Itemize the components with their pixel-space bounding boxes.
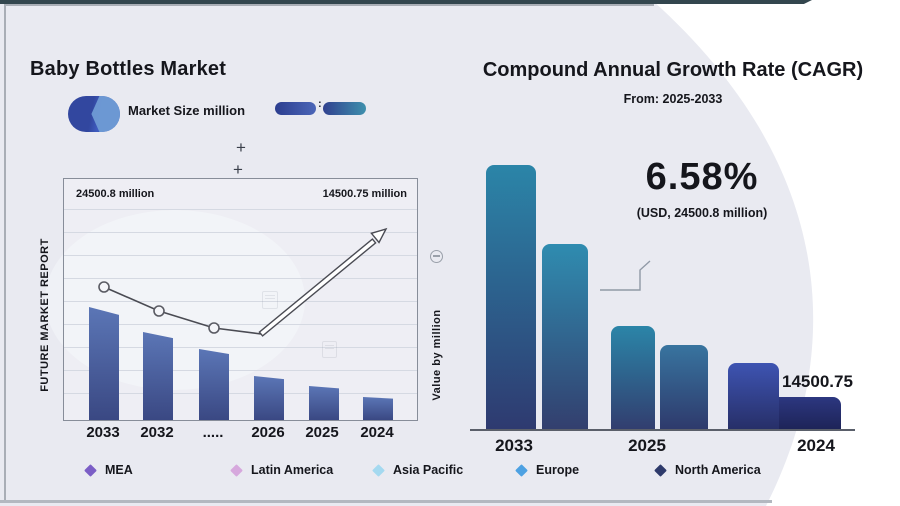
bar [309, 386, 339, 420]
frame-left-line [4, 4, 6, 500]
annotation-top-right: 14500.75 million [322, 188, 407, 200]
frame-top-line [4, 4, 654, 6]
x-axis-label: ..... [202, 424, 224, 441]
ratio-colon: : [318, 98, 322, 110]
bar [254, 376, 284, 420]
legend-diamond-icon [372, 464, 385, 477]
right-chart-subtitle: From: 2025-2033 [623, 92, 723, 106]
top-accent-strip [0, 0, 812, 4]
white-diagonal-panel [652, 0, 900, 506]
x-axis-label: 2025 [628, 436, 666, 455]
x-axis-label: 2033 [86, 424, 120, 441]
legend-label: Latin America [251, 463, 334, 477]
bar [89, 307, 119, 420]
region-legend: MEA Latin America Asia Pacific Europe North … [0, 461, 900, 487]
x-axis-label: 2025 [305, 424, 339, 441]
frame-bottom-line [0, 500, 772, 503]
bar [486, 165, 536, 429]
arrow-head [370, 227, 388, 244]
line-marker [98, 281, 110, 293]
bar [660, 345, 708, 429]
x-axis-label: 2033 [495, 436, 533, 455]
legend-diamond-icon [84, 464, 97, 477]
value-axis-title: Value by million [431, 309, 443, 401]
cagr-chart: 14500.75 2033 2025 2024 [460, 140, 860, 455]
bar [611, 326, 655, 429]
ratio-pill-left-icon [275, 102, 316, 115]
legend-label: MEA [105, 463, 133, 477]
market-size-chart-panel: 24500.8 million 14500.75 million [63, 178, 418, 421]
bar [728, 363, 779, 429]
legend-label: Europe [536, 463, 580, 477]
arrow-shaft [258, 238, 377, 337]
plus-decoration-2: + [233, 160, 243, 179]
legend-diamond-icon [230, 464, 243, 477]
line-marker [153, 305, 165, 317]
gridline [64, 255, 417, 256]
legend-diamond-icon [515, 464, 528, 477]
x-axis-label: 2026 [251, 424, 285, 441]
x-axis-label: 2024 [360, 424, 394, 441]
cylinder-face [91, 96, 120, 132]
bar [143, 332, 173, 420]
trend-line-overlay [98, 227, 388, 337]
legend-label: Asia Pacific [393, 463, 464, 477]
gridline [64, 393, 417, 394]
legend-diamond-icon [654, 464, 667, 477]
gridline [64, 232, 417, 233]
market-size-chip-row: Market Size million : [68, 94, 388, 134]
gridline [64, 324, 417, 325]
left-chart-title: Baby Bottles Market [30, 58, 227, 80]
gridline [64, 370, 417, 371]
watermark-icon [262, 291, 278, 309]
gridline [64, 301, 417, 302]
value-callout: 14500.75 [782, 372, 853, 391]
x-axis-label: 2032 [140, 424, 174, 441]
gridline [64, 209, 417, 210]
left-axis-title: FUTURE MARKET REPORT [39, 238, 51, 392]
legend-label: North America [675, 463, 761, 477]
market-size-label: Market Size million [128, 103, 246, 118]
gridline [64, 347, 417, 348]
bar [779, 397, 841, 429]
watermark-icon [322, 341, 337, 358]
cagr-note: (USD, 24500.8 million) [636, 206, 768, 220]
gridline [64, 278, 417, 279]
cylinder-icon [68, 96, 120, 132]
bar [199, 349, 229, 420]
x-axis-line [470, 429, 855, 431]
minus-circle-icon [430, 250, 443, 263]
bar [542, 244, 588, 429]
bracket-decoration [600, 260, 651, 291]
ratio-pill-right-icon [323, 102, 366, 115]
plus-decoration-1: + [236, 138, 246, 157]
bar [363, 397, 393, 420]
annotation-top-left: 24500.8 million [76, 188, 155, 200]
x-axis-label: 2024 [797, 436, 835, 455]
x-axis-labels: 2033 2032..... 2026 2025 2024 [63, 424, 418, 444]
line-marker [208, 322, 220, 334]
right-chart-title: Compound Annual Growth Rate (CAGR) [482, 59, 864, 81]
cagr-value: 6.58% [645, 156, 759, 198]
